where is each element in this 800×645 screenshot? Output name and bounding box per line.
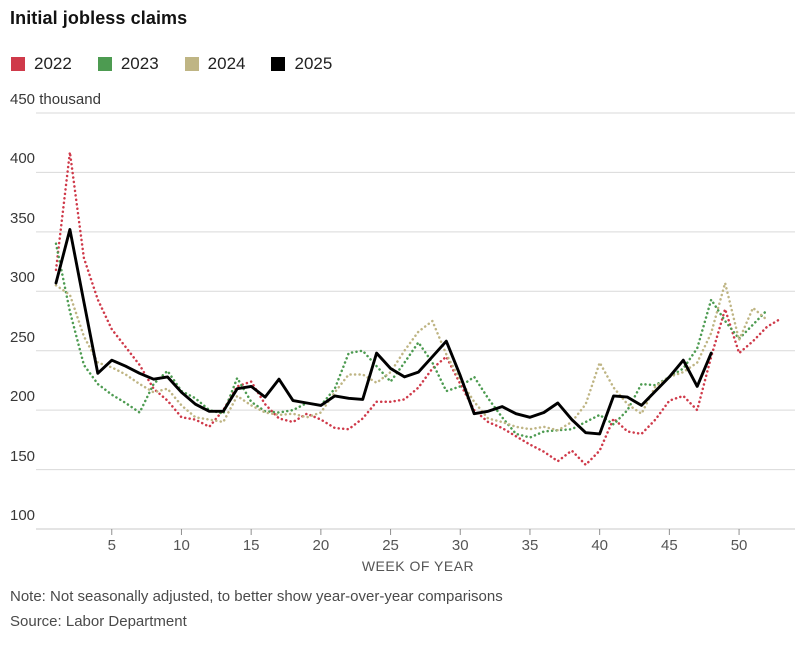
legend-swatch-2022 [11, 57, 25, 71]
series-line-2022 [54, 152, 783, 467]
chart-source: Source: Labor Department [10, 613, 187, 630]
legend-item-2024[interactable]: 2024 [184, 54, 246, 74]
y-tick-label-450: 450 thousand [10, 90, 101, 108]
y-tick-label-350: 350 [10, 209, 36, 227]
x-tick-label-10: 10 [173, 537, 190, 554]
legend: 2022 2023 2024 2025 [11, 54, 332, 74]
legend-swatch-2023 [97, 57, 112, 71]
y-tick-label-200: 200 [10, 388, 36, 406]
legend-label: 2022 [34, 54, 72, 73]
y-tick-label-400: 400 [10, 150, 36, 168]
y-tick-label-100: 100 [10, 507, 36, 524]
x-axis-title: WEEK OF YEAR [361, 558, 475, 574]
x-tick-label-20: 20 [312, 537, 330, 554]
y-tick-label-150: 150 [10, 447, 36, 465]
legend-label: 2024 [207, 54, 246, 73]
legend-item-2022[interactable]: 2022 [11, 54, 72, 74]
chart-note: Note: Not seasonally adjusted, to better… [10, 588, 503, 605]
y-tick-label-250: 250 [10, 328, 36, 346]
x-tick-label-50: 50 [730, 537, 748, 554]
x-tick-label-25: 25 [382, 537, 399, 554]
x-tick-label-40: 40 [591, 537, 608, 554]
legend-label: 2023 [120, 54, 159, 73]
series-line-2024 [54, 278, 769, 432]
x-tick-label-15: 15 [242, 537, 260, 554]
x-tick-label-45: 45 [661, 537, 678, 554]
series-line-2023 [54, 242, 769, 439]
x-tick-label-30: 30 [451, 537, 469, 554]
legend-item-2025[interactable]: 2025 [271, 54, 332, 74]
y-tick-label-300: 300 [10, 269, 36, 287]
legend-swatch-2025 [271, 57, 286, 71]
legend-item-2023[interactable]: 2023 [97, 54, 159, 74]
legend-label: 2025 [294, 54, 333, 73]
x-tick-label-5: 5 [107, 537, 116, 554]
x-tick-label-35: 35 [521, 537, 539, 554]
series-line-2025 [54, 228, 713, 436]
chart-title: Initial jobless claims [10, 8, 188, 28]
legend-swatch-2024 [184, 57, 199, 71]
